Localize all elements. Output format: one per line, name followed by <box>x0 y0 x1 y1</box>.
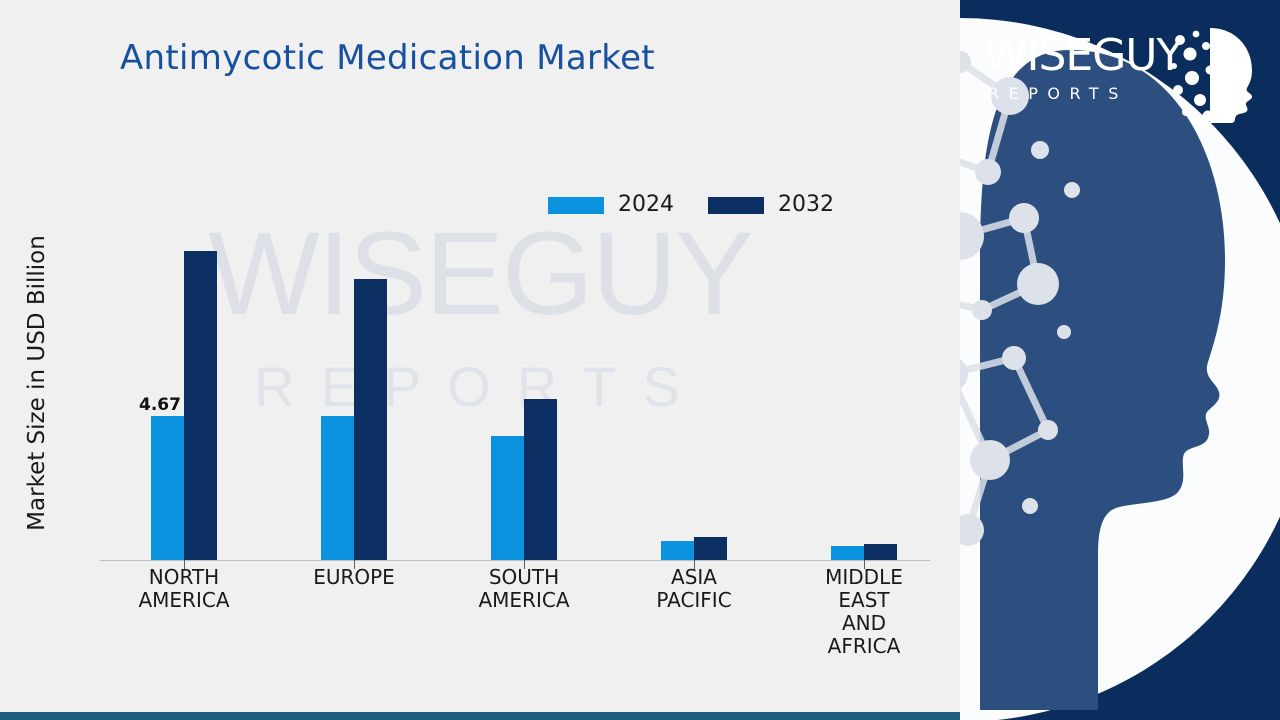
bar-2024 <box>831 546 864 560</box>
legend-swatch-2032 <box>708 196 764 214</box>
brand-logo: WISEGUY REPORTS <box>980 28 1260 123</box>
bar-2032 <box>524 399 557 560</box>
bar-2032 <box>694 537 727 560</box>
bar-2032 <box>864 544 897 560</box>
dot-network-decoration <box>960 22 1164 586</box>
x-axis-category-label: EUROPE <box>313 565 395 589</box>
bar-2024 <box>151 416 184 560</box>
x-axis-category-label: NORTH AMERICA <box>138 565 230 612</box>
logo-subtitle: REPORTS <box>988 84 1128 103</box>
x-axis-category-label: ASIA PACIFIC <box>656 565 732 612</box>
bottom-accent-strip <box>0 712 960 720</box>
plot-area: NORTH AMERICA EUROPE SOUTH AMERICA ASIA PAC… <box>100 251 930 658</box>
logo-wordmark: WISEGUY <box>984 30 1183 81</box>
legend-item-2024: 2024 <box>548 194 674 216</box>
bar-chart: Market Size in USD Billion 2024 2032 NOR… <box>24 194 930 658</box>
page-title: Antimycotic Medication Market <box>120 38 655 78</box>
x-axis-tick <box>524 560 525 569</box>
legend-item-2032: 2032 <box>708 194 834 216</box>
x-axis-category-label: MIDDLE EAST AND AFRICA <box>825 565 903 658</box>
bar-2032 <box>184 251 217 560</box>
x-axis-tick <box>184 560 185 569</box>
bar-value-label: 4.67 <box>139 395 181 415</box>
x-axis-line <box>100 560 930 561</box>
x-axis-tick <box>864 560 865 569</box>
legend-label-2024: 2024 <box>618 192 674 217</box>
chart-legend: 2024 2032 <box>548 194 834 216</box>
head-profile-silhouette-icon <box>960 10 1250 714</box>
x-axis-tick <box>694 560 695 569</box>
legend-swatch-2024 <box>548 196 604 214</box>
bar-2024 <box>491 436 524 560</box>
logo-head-icon <box>1171 28 1253 123</box>
x-axis-tick <box>354 560 355 569</box>
x-axis-category-label: SOUTH AMERICA <box>478 565 570 612</box>
bar-2032 <box>354 279 387 560</box>
legend-label-2032: 2032 <box>778 192 834 217</box>
bar-2024 <box>321 416 354 560</box>
bar-2024 <box>661 541 694 560</box>
